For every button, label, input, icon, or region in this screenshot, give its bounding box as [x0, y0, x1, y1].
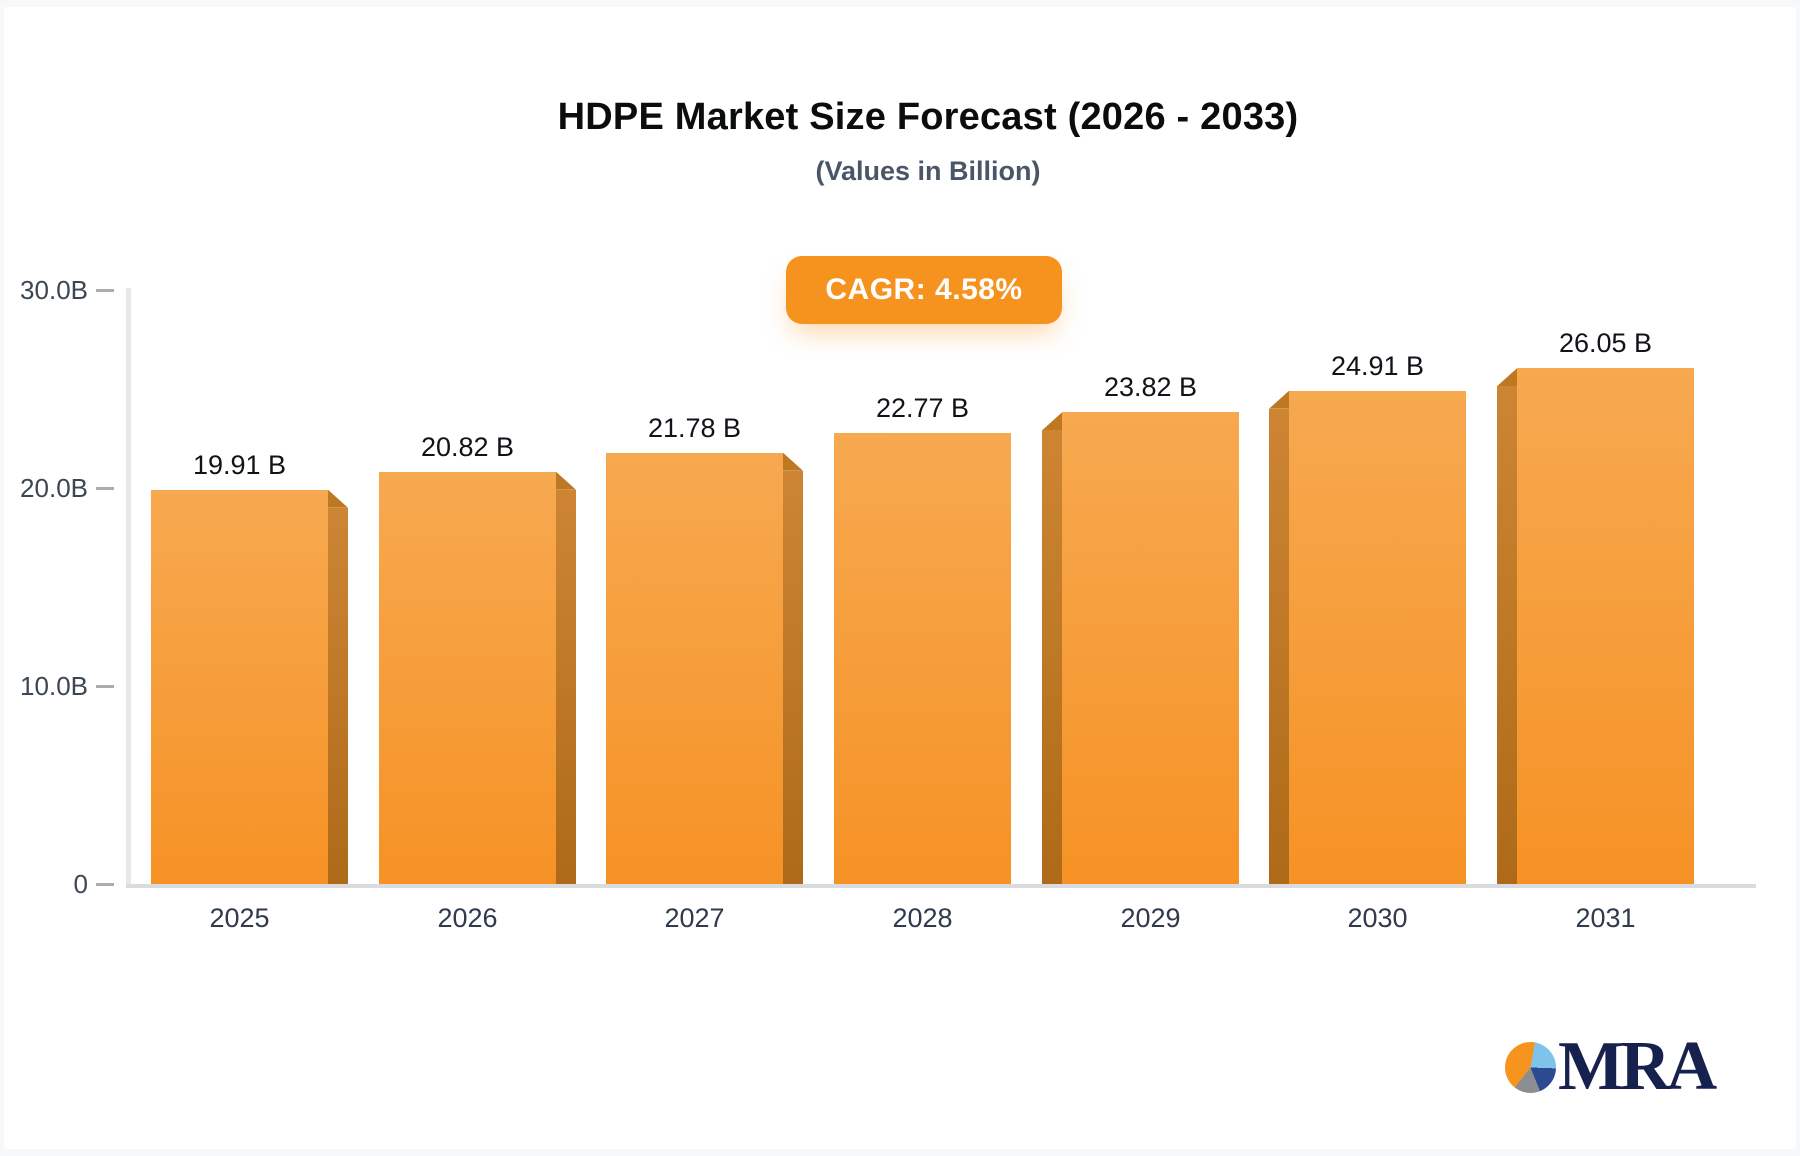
x-axis-label-2027: 2027 — [664, 903, 725, 933]
bar-3d-bevel — [328, 489, 348, 508]
bar-3d-side — [1497, 386, 1517, 884]
chart-title: HDPE Market Size Forecast (2026 - 2033) — [557, 96, 1299, 138]
bar-2026 — [379, 471, 556, 884]
x-axis-label-2030: 2030 — [1347, 903, 1408, 933]
bar-2031 — [1517, 368, 1694, 884]
bar-2030 — [1289, 390, 1466, 884]
bar-3d-side — [556, 489, 576, 884]
y-tick-label: 10.0B — [20, 671, 88, 701]
bar-3d-side — [783, 470, 803, 884]
bar-2029 — [1062, 412, 1239, 884]
y-tick-label: 0 — [73, 869, 88, 899]
x-axis-label-2029: 2029 — [1120, 903, 1181, 933]
bar-3d-side — [1269, 408, 1289, 884]
bar-3d-side — [1042, 430, 1062, 884]
bar-2025 — [151, 489, 328, 884]
cagr-badge: CAGR: 4.58% — [786, 256, 1062, 324]
bar-2027 — [606, 452, 783, 884]
x-axis-label-2031: 2031 — [1575, 903, 1636, 933]
bar-value-label: 21.78 B — [647, 412, 742, 443]
bar-value-label: 26.05 B — [1558, 328, 1653, 359]
bar-value-label: 19.91 B — [192, 449, 287, 480]
canvas-border-bottom — [0, 1149, 1800, 1156]
y-axis-line — [126, 288, 131, 886]
chart-subtitle: (Values in Billion) — [815, 156, 1041, 186]
x-axis-label-2028: 2028 — [892, 903, 953, 933]
pie-chart-logo-icon — [1505, 1041, 1556, 1093]
y-tick-label: 30.0B — [20, 275, 88, 305]
canvas-border-right — [1796, 0, 1800, 1156]
bar-3d-bevel — [1269, 390, 1289, 409]
bar-value-label: 20.82 B — [420, 431, 515, 462]
bar-2028 — [834, 433, 1011, 884]
bar-value-label: 24.91 B — [1330, 350, 1425, 381]
brand-logo: MRA — [1505, 1028, 1717, 1105]
canvas-border-top — [0, 0, 1800, 7]
brand-logo-text: MRA — [1558, 1028, 1717, 1105]
bar-3d-side — [328, 507, 348, 884]
bar-value-label: 22.77 B — [875, 393, 970, 424]
bar-3d-bevel — [783, 452, 803, 471]
canvas-border-left — [0, 0, 4, 1156]
x-axis-baseline — [126, 884, 1756, 888]
y-tick-mark — [96, 685, 114, 688]
x-axis-label-2026: 2026 — [437, 903, 498, 933]
bar-3d-bevel — [1042, 412, 1062, 431]
y-tick-mark — [96, 883, 114, 886]
y-tick-mark — [96, 289, 114, 292]
bar-3d-bevel — [1497, 368, 1517, 387]
y-tick-label: 20.0B — [20, 473, 88, 503]
bar-value-label: 23.82 B — [1103, 372, 1198, 403]
y-tick-mark — [96, 487, 114, 490]
x-axis-label-2025: 2025 — [209, 903, 270, 933]
bar-3d-bevel — [556, 471, 576, 490]
